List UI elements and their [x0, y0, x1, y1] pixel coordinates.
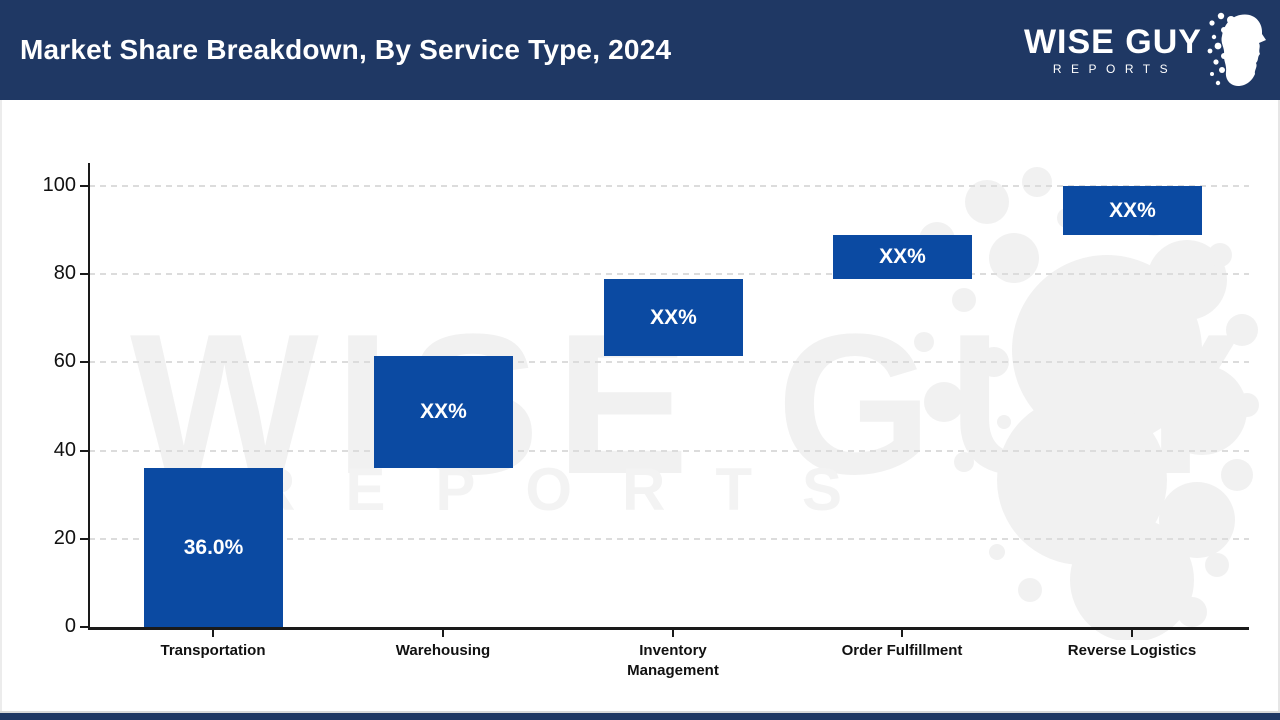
footer-bar: [0, 713, 1280, 720]
x-category-label: Order Fulfillment: [841, 642, 963, 659]
y-axis: [88, 163, 90, 630]
y-tick-20: [80, 537, 88, 540]
bar-warehousing: XX%: [374, 356, 513, 468]
chart-area: WISE GUY REPORTS 0 20 40 60 80 100 36.0% XX% XX%…: [0, 100, 1280, 711]
gridline-60: [89, 361, 1249, 364]
y-tick-label-60: 60: [53, 350, 76, 373]
x-tick-1: [442, 630, 444, 637]
header-bar: Market Share Breakdown, By Service Type,…: [0, 0, 1280, 100]
gridline-40: [89, 449, 1249, 452]
x-tick-4: [1131, 630, 1133, 637]
bar-order-fulfillment: XX%: [833, 235, 972, 279]
bar-value-label: 36.0%: [183, 535, 244, 559]
y-tick-60: [80, 361, 88, 364]
bar-value-label: XX%: [1109, 198, 1156, 222]
gridline-100: [89, 185, 1249, 187]
y-tick-label-40: 40: [53, 438, 76, 461]
bar-transportation: 36.0%: [144, 468, 283, 627]
x-tick-0: [212, 630, 214, 637]
bar-reverse-logistics: XX%: [1063, 186, 1202, 235]
page-title: Market Share Breakdown, By Service Type,…: [20, 34, 672, 65]
x-category-label: Reverse Logistics: [1067, 642, 1197, 659]
logo-dotted-face-icon: [1207, 12, 1266, 87]
y-tick-label-80: 80: [53, 262, 76, 285]
x-axis: [88, 627, 1249, 630]
logo-text: WISE GUY REPORTS: [1024, 25, 1202, 76]
watermark-text-reports: REPORTS: [252, 456, 893, 523]
bar-inventory-management: XX%: [604, 279, 743, 356]
y-tick-label-0: 0: [64, 615, 76, 637]
x-category-label: Inventory Management: [627, 642, 719, 679]
gridline-80: [89, 273, 1249, 276]
y-tick-40: [80, 449, 88, 452]
y-tick-80: [80, 273, 88, 276]
logo-subtitle: REPORTS: [1052, 61, 1178, 76]
y-tick-0: [80, 626, 88, 628]
x-tick-3: [901, 630, 903, 637]
y-tick-label-20: 20: [53, 526, 76, 549]
x-category-label: Warehousing: [395, 642, 491, 659]
gridline-20: [89, 537, 1249, 540]
bar-value-label: XX%: [650, 305, 697, 329]
y-tick-100: [80, 185, 88, 187]
x-category-label: Transportation: [160, 642, 266, 659]
logo-wordmark: WISE GUY: [1023, 22, 1202, 61]
x-tick-2: [672, 630, 674, 637]
y-tick-label-100: 100: [42, 174, 76, 196]
bar-value-label: XX%: [879, 245, 926, 268]
footer-hairline: [0, 711, 1280, 713]
bar-value-label: XX%: [420, 400, 467, 423]
wise-guy-reports-logo: WISE GUY REPORTS: [1024, 9, 1280, 91]
